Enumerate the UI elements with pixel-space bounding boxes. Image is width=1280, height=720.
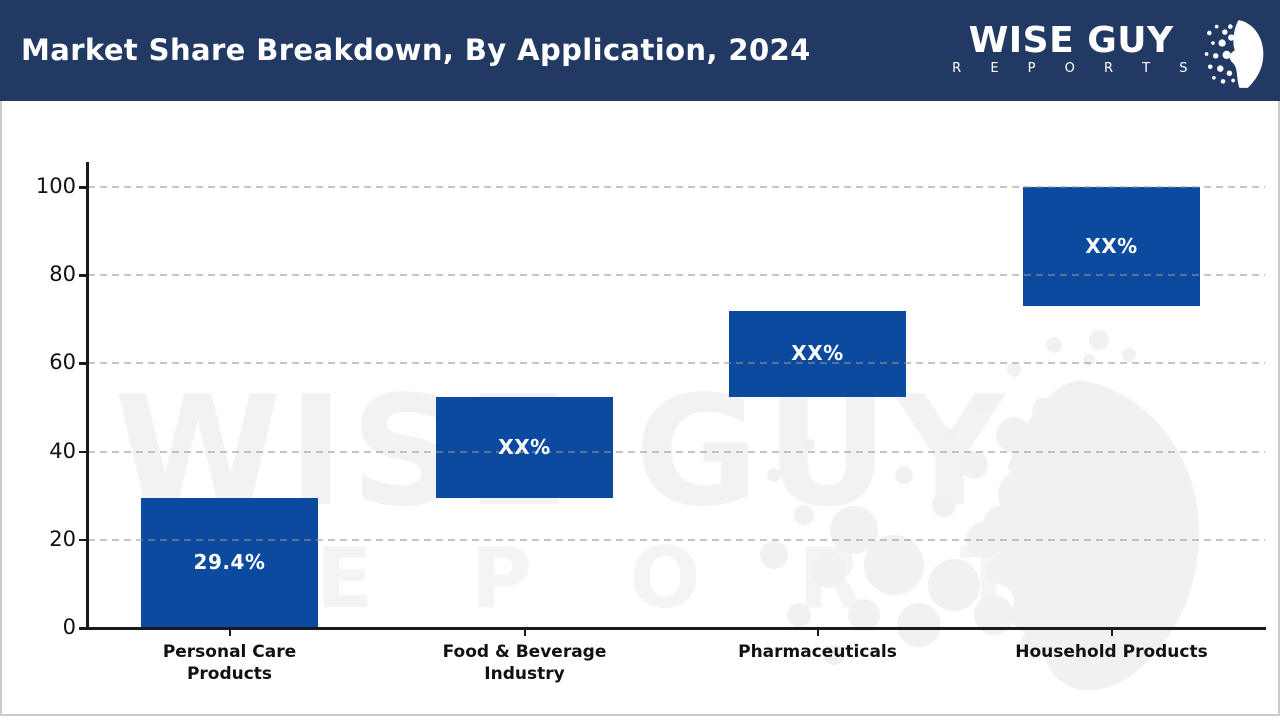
x-tick bbox=[523, 629, 526, 636]
page-title: Market Share Breakdown, By Application, … bbox=[21, 33, 811, 67]
gridline bbox=[88, 274, 1265, 277]
bar bbox=[141, 498, 318, 628]
bar bbox=[436, 396, 613, 499]
x-axis-line bbox=[86, 627, 1266, 630]
brand-logo-text: WISE GUY R E P O R T S bbox=[942, 20, 1200, 77]
header-band: Market Share Breakdown, By Application, … bbox=[0, 0, 1280, 101]
bar-value-label: XX% bbox=[791, 340, 844, 365]
y-tick-label: 100 bbox=[35, 174, 76, 198]
bar bbox=[1023, 187, 1200, 307]
bar-value-label: 29.4% bbox=[193, 550, 266, 575]
gridline bbox=[88, 538, 1265, 541]
category-label: Household Products bbox=[1015, 642, 1208, 662]
category-label: Food & Beverage Industry bbox=[442, 642, 607, 684]
y-tick-label: 60 bbox=[49, 350, 76, 375]
bar bbox=[729, 310, 906, 397]
gridline bbox=[88, 450, 1265, 453]
bar-value-label: XX% bbox=[498, 434, 551, 459]
category-label: Personal Care Products bbox=[162, 642, 297, 684]
y-tick bbox=[79, 538, 87, 542]
y-tick-label: 40 bbox=[49, 438, 76, 463]
y-tick bbox=[79, 186, 87, 189]
y-tick bbox=[79, 450, 87, 454]
x-tick bbox=[1110, 629, 1113, 636]
brand-logo-line2: R E P O R T S bbox=[952, 61, 1200, 76]
brand-logo: WISE GUY R E P O R T S bbox=[952, 8, 1266, 94]
y-tick bbox=[79, 627, 87, 630]
y-tick-label: 20 bbox=[49, 526, 76, 551]
x-tick bbox=[228, 629, 231, 636]
category-label: Pharmaceuticals bbox=[738, 642, 897, 662]
y-tick-label: 0 bbox=[62, 615, 76, 639]
y-tick bbox=[79, 274, 87, 277]
gridline bbox=[88, 362, 1265, 365]
face-profile-icon bbox=[1204, 20, 1264, 88]
bar-value-label: XX% bbox=[1085, 233, 1138, 258]
y-tick bbox=[79, 362, 87, 365]
y-axis-line bbox=[86, 162, 89, 629]
x-tick bbox=[816, 629, 819, 636]
gridline bbox=[88, 186, 1265, 188]
y-tick-label: 80 bbox=[49, 262, 76, 287]
watermark-face-icon bbox=[760, 330, 1200, 691]
brand-logo-line1: WISE GUY bbox=[968, 20, 1174, 61]
